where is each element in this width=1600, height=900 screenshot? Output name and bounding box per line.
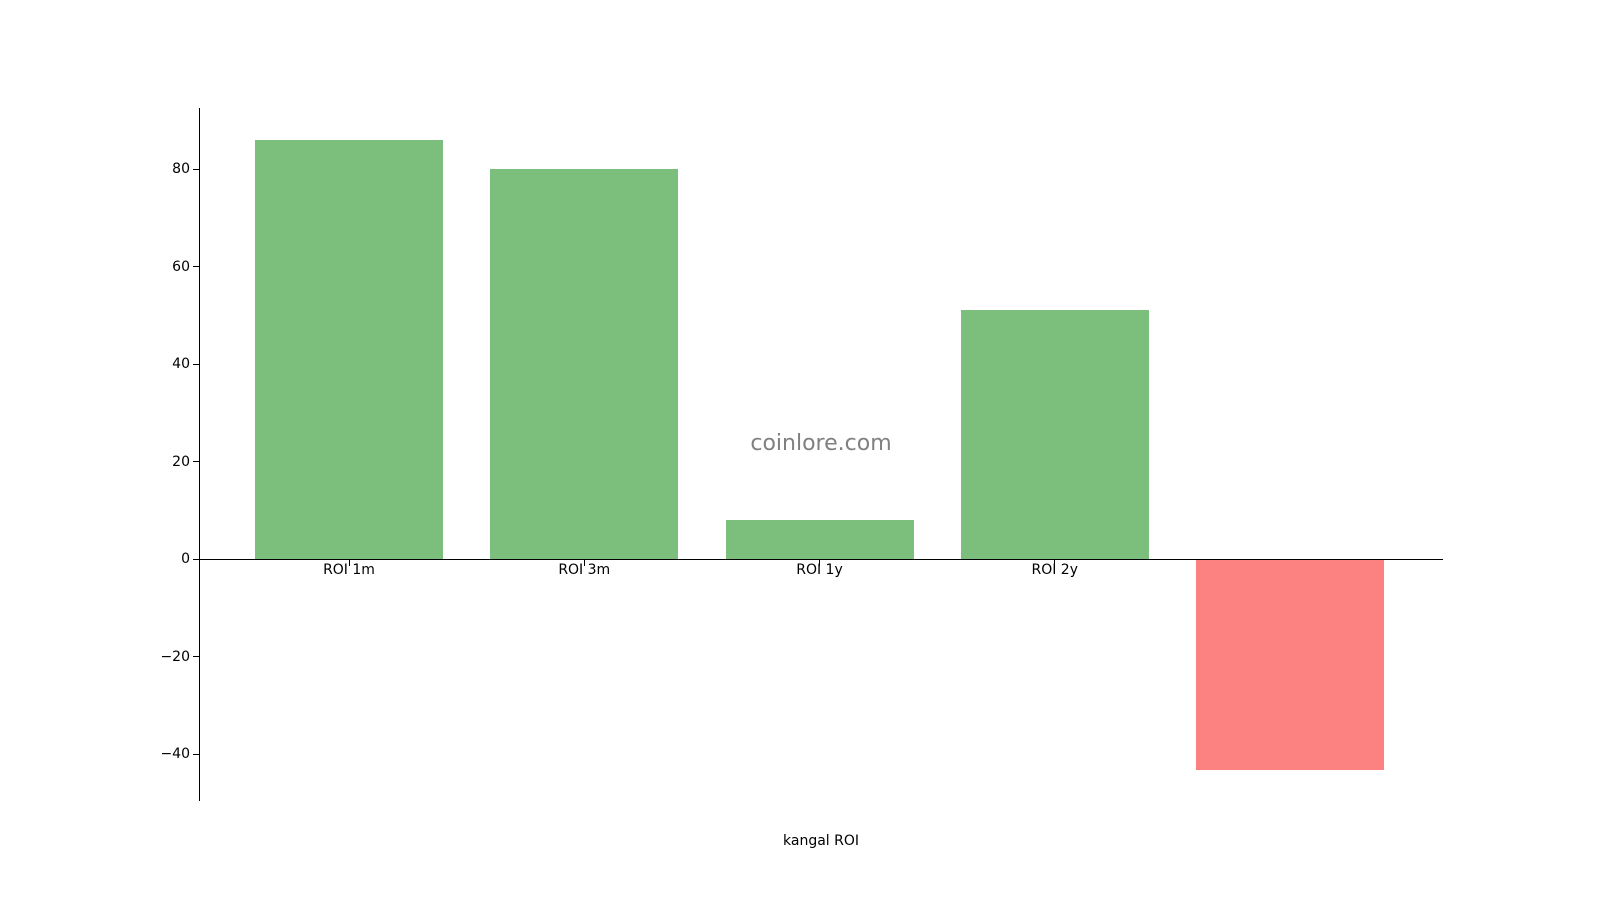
y-tick-label: −20 xyxy=(160,648,190,665)
x-tick-label: ROI 1y xyxy=(796,562,843,578)
y-tick-label: 60 xyxy=(172,258,190,275)
y-tick-mark xyxy=(193,363,200,365)
y-tick-mark xyxy=(193,266,200,267)
y-tick-mark xyxy=(193,656,200,657)
x-axis-line xyxy=(200,559,1443,560)
x-tick-mark xyxy=(1054,560,1056,566)
y-tick-label: 0 xyxy=(181,551,190,567)
bar-roi-2y xyxy=(960,310,1149,559)
y-tick-label: −40 xyxy=(160,746,190,762)
x-tick-mark xyxy=(583,560,585,566)
bar-roi-1m xyxy=(255,139,443,559)
x-tick-mark xyxy=(348,560,350,566)
x-tick-label: ROI 3m xyxy=(558,562,611,578)
y-tick-label: 80 xyxy=(172,161,190,177)
y-tick-mark xyxy=(193,753,200,755)
bar-roi-1y xyxy=(725,520,914,559)
y-tick-mark xyxy=(193,168,200,170)
y-tick-label: 20 xyxy=(172,453,190,470)
y-axis-spine xyxy=(199,108,200,801)
bar-roi-3m xyxy=(490,169,679,559)
watermark: coinlore.com xyxy=(750,431,892,456)
bar-negative xyxy=(1196,560,1384,770)
x-tick-label: ROI 1m xyxy=(323,562,375,578)
x-tick-label: ROI 2y xyxy=(1031,562,1079,578)
y-tick-label: 40 xyxy=(172,356,190,372)
y-tick-mark xyxy=(193,461,200,462)
y-tick-mark xyxy=(193,558,200,560)
x-axis-title: kangal ROI xyxy=(783,833,859,849)
x-tick-mark xyxy=(819,560,820,566)
